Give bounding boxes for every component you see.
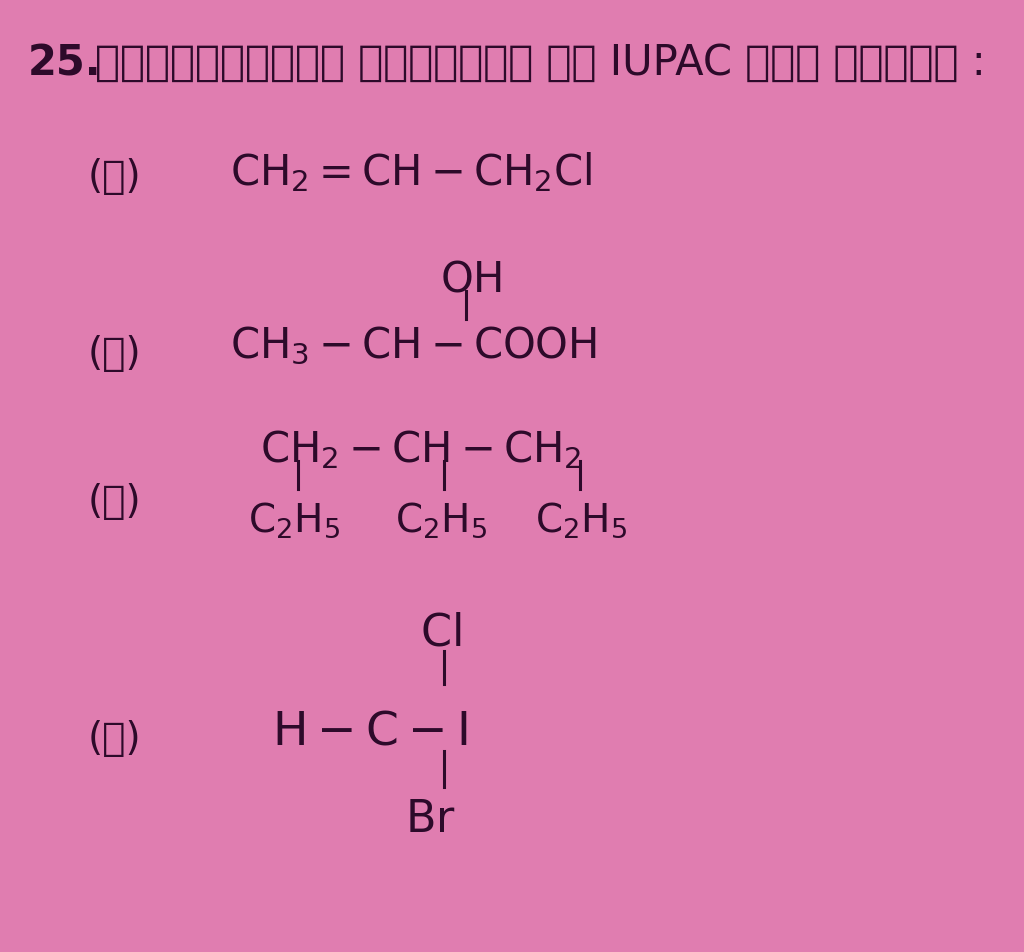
Text: (घ): (घ) — [88, 720, 141, 757]
Text: (क): (क) — [88, 158, 141, 196]
Text: $\mathrm{C_2H_5}$: $\mathrm{C_2H_5}$ — [248, 500, 340, 539]
Text: $\mathrm{OH}$: $\mathrm{OH}$ — [440, 258, 502, 300]
Text: $\mathrm{C_2H_5}$: $\mathrm{C_2H_5}$ — [535, 500, 628, 539]
Text: निम्नलिखित यौगिकों के IUPAC नाम लिखिए :: निम्नलिखित यौगिकों के IUPAC नाम लिखिए : — [95, 42, 986, 84]
Text: (ग): (ग) — [88, 483, 141, 521]
Text: (ख): (ख) — [88, 335, 141, 372]
Text: $\mathrm{C_2H_5}$: $\mathrm{C_2H_5}$ — [395, 500, 487, 539]
Text: 25.: 25. — [28, 42, 101, 84]
Text: $\mathrm{Cl}$: $\mathrm{Cl}$ — [420, 611, 462, 654]
Text: $\mathrm{H-C-I}$: $\mathrm{H-C-I}$ — [272, 709, 468, 754]
Text: $\mathrm{Br}$: $\mathrm{Br}$ — [406, 797, 456, 840]
Text: $\mathrm{CH_3-CH-COOH}$: $\mathrm{CH_3-CH-COOH}$ — [230, 325, 597, 367]
Text: $\mathrm{CH_2=CH-CH_2Cl}$: $\mathrm{CH_2=CH-CH_2Cl}$ — [230, 149, 592, 193]
Text: $\mathrm{CH_2-CH-CH_2}$: $\mathrm{CH_2-CH-CH_2}$ — [260, 427, 582, 470]
